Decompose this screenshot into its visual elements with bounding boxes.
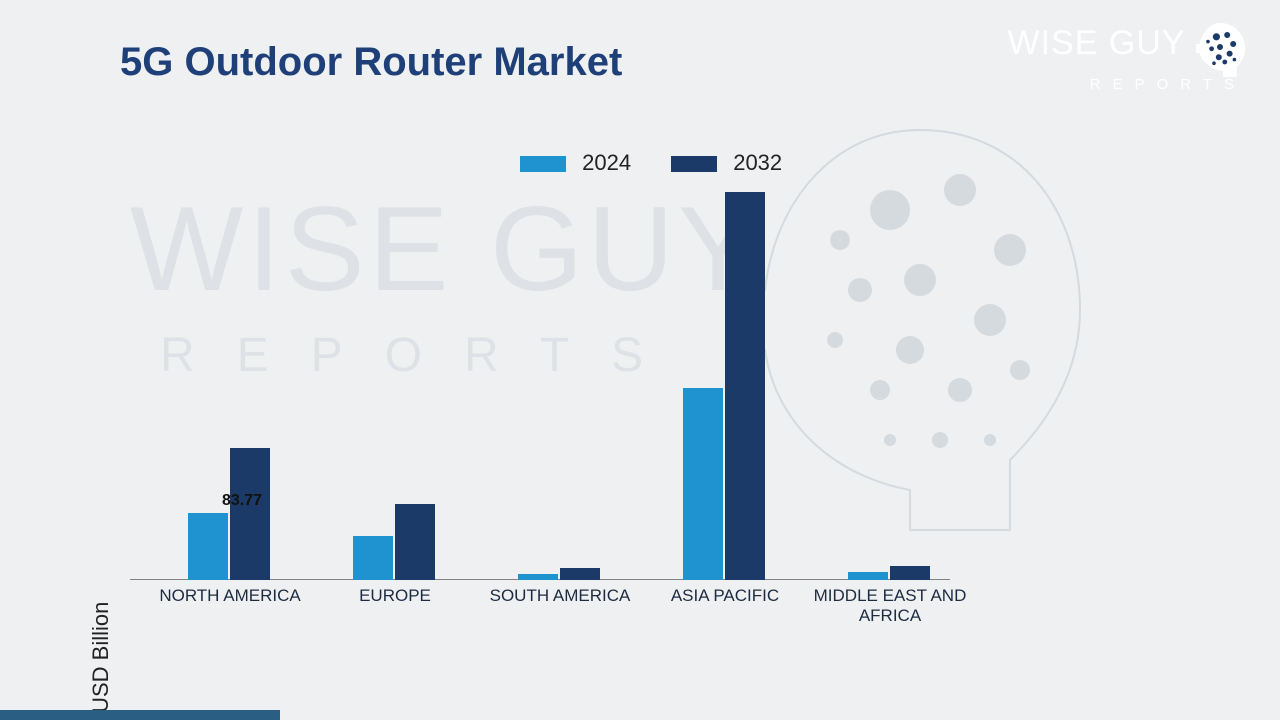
legend-label-2032: 2032 xyxy=(733,150,782,175)
category-label: EUROPE xyxy=(315,580,475,606)
bar-2032 xyxy=(725,192,765,580)
bottom-accent xyxy=(0,710,280,720)
bar-2032 xyxy=(230,448,270,580)
bar-2032 xyxy=(395,504,435,580)
category-label: SOUTH AMERICA xyxy=(480,580,640,606)
legend-swatch-2032 xyxy=(671,156,717,172)
y-axis-label: Market Size in USD Billion xyxy=(88,540,114,720)
logo-head-icon xyxy=(1190,20,1250,80)
legend-item-2024: 2024 xyxy=(520,150,631,176)
brand-logo: WISE GUY REPORTS xyxy=(1008,20,1250,93)
plot-area: NORTH AMERICAEUROPESOUTH AMERICAASIA PAC… xyxy=(130,180,950,580)
brand-line1: WISE GUY xyxy=(1008,24,1186,62)
page-title: 5G Outdoor Router Market xyxy=(120,40,622,85)
legend-label-2024: 2024 xyxy=(582,150,631,175)
category-label: ASIA PACIFIC xyxy=(645,580,805,606)
bar-2024 xyxy=(683,388,723,580)
legend: 2024 2032 xyxy=(520,150,782,176)
bar-2024 xyxy=(188,513,228,580)
bar-2024 xyxy=(353,536,393,580)
legend-swatch-2024 xyxy=(520,156,566,172)
bar-2024 xyxy=(848,572,888,580)
bar-2032 xyxy=(560,568,600,580)
chart: NORTH AMERICAEUROPESOUTH AMERICAASIA PAC… xyxy=(70,150,970,630)
legend-item-2032: 2032 xyxy=(671,150,782,176)
category-label: MIDDLE EAST AND AFRICA xyxy=(810,580,970,625)
stage: 5G Outdoor Router Market WISE GUY REPORT… xyxy=(0,0,1280,720)
bar-2032 xyxy=(890,566,930,580)
category-label: NORTH AMERICA xyxy=(150,580,310,606)
value-label: 83.77 xyxy=(222,492,262,510)
